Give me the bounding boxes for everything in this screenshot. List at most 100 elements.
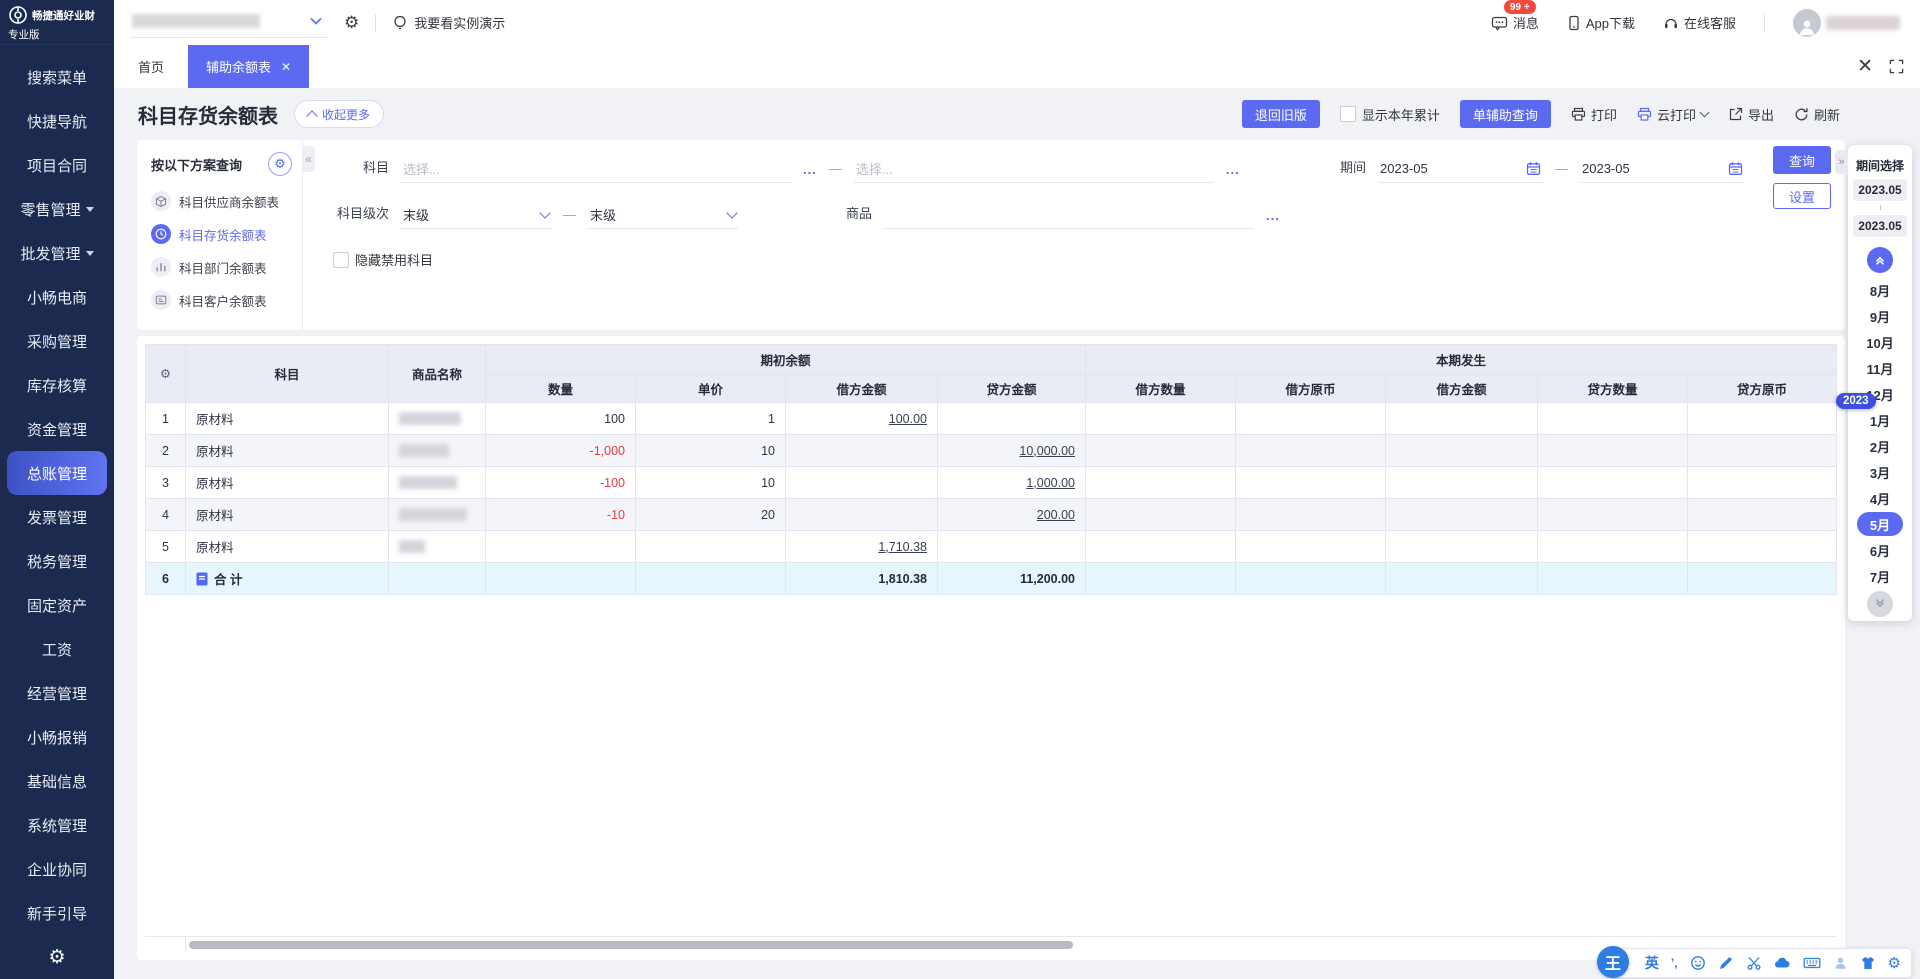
scheme-item[interactable]: 科目客户余额表 (151, 290, 302, 310)
refresh-button[interactable]: 刷新 (1794, 105, 1840, 124)
sidebar-item-label: 经营管理 (26, 685, 87, 703)
opening-debit-cell[interactable]: 100.00 (786, 403, 938, 435)
month-item[interactable]: 11月 (1866, 361, 1894, 377)
subject-from-picker-ellipsis[interactable]: ... (803, 162, 817, 177)
sidebar-item[interactable]: 小畅报销 (7, 715, 107, 759)
scissors-icon[interactable] (1746, 955, 1762, 971)
sidebar-item[interactable]: 快捷导航 (7, 99, 107, 143)
calendar-icon[interactable] (1728, 161, 1743, 176)
period-from-input[interactable]: 2023-05 (1378, 156, 1543, 183)
hide-disabled-checkbox[interactable]: 隐藏禁用科目 (333, 250, 433, 269)
period-to-input[interactable]: 2023-05 (1580, 156, 1745, 183)
sidebar-item[interactable]: 项目合同 (7, 143, 107, 187)
month-item[interactable]: 3月 (1869, 465, 1891, 481)
horizontal-scrollbar-thumb[interactable] (189, 940, 1073, 949)
subject-to-input[interactable]: 选择... (853, 156, 1214, 183)
collapse-more-button[interactable]: 收起更多 (294, 100, 385, 128)
print-button[interactable]: 打印 (1571, 105, 1617, 124)
user-account[interactable] (1793, 8, 1900, 37)
demo-link[interactable]: 我要看实例演示 (392, 13, 505, 32)
sidebar-item[interactable]: 零售管理 (7, 187, 107, 231)
online-service-label: 在线客服 (1683, 16, 1736, 31)
collapse-panel-icon[interactable]: « (302, 146, 315, 172)
period-to-badge[interactable]: 2023.05 (1853, 215, 1907, 237)
product-picker-ellipsis[interactable]: ... (1266, 208, 1280, 223)
month-item[interactable]: 7月 (1869, 569, 1891, 585)
subject-from-input[interactable]: 选择... (401, 156, 791, 183)
emoji-icon[interactable] (1690, 955, 1706, 971)
sidebar-item[interactable]: 基础信息 (7, 759, 107, 803)
sidebar-item[interactable]: 资金管理 (7, 407, 107, 451)
opening-credit-cell[interactable]: 200.00 (938, 499, 1086, 531)
sidebar-item[interactable]: 批发管理 (7, 231, 107, 275)
sidebar-item[interactable]: 工资 (7, 627, 107, 671)
scroll-months-down-button[interactable] (1867, 591, 1893, 617)
sidebar-item[interactable]: 新手引导 (7, 891, 107, 935)
query-button[interactable]: 查询 (1773, 146, 1831, 174)
month-item[interactable]: 2月 (1869, 439, 1891, 455)
expand-panel-icon[interactable]: » (1835, 150, 1848, 174)
sidebar-item-label: 固定资产 (26, 597, 87, 615)
period-from-badge[interactable]: 2023.05 (1853, 179, 1907, 201)
app-download-button[interactable]: App下载 (1567, 13, 1635, 32)
product-input[interactable] (884, 202, 1254, 229)
opening-debit-cell[interactable]: 1,710.38 (786, 531, 938, 563)
fullscreen-icon[interactable] (1889, 59, 1904, 74)
month-item[interactable]: 5月 (1857, 512, 1903, 536)
sidebar-item[interactable]: 经营管理 (7, 671, 107, 715)
settings-button[interactable]: 设置 (1773, 183, 1831, 209)
scroll-months-up-button[interactable] (1867, 247, 1893, 273)
sidebar-item[interactable]: 总账管理 (7, 451, 107, 495)
table-settings-gear-icon[interactable]: ⚙ (146, 345, 186, 403)
handwriting-pencil-icon[interactable] (1718, 955, 1734, 971)
scheme-item[interactable]: 科目存货余额表 (151, 224, 302, 244)
sidebar-item[interactable]: 固定资产 (7, 583, 107, 627)
show-ytd-checkbox[interactable]: 显示本年累计 (1339, 105, 1440, 124)
ime-lang-toggle[interactable]: 英 (1644, 955, 1659, 971)
sidebar-item[interactable]: 小畅电商 (7, 275, 107, 319)
sidebar-item[interactable]: 库存核算 (7, 363, 107, 407)
month-item[interactable]: 4月 (1869, 491, 1891, 507)
tab-home[interactable]: 首页 (114, 45, 188, 88)
calendar-icon[interactable] (1526, 161, 1541, 176)
tab-aux-balance[interactable]: 辅助余额表 ✕ (188, 45, 310, 88)
month-item[interactable]: 6月 (1869, 543, 1891, 559)
ime-logo[interactable]: 王 (1596, 946, 1629, 978)
user-icon[interactable] (1833, 955, 1848, 971)
skin-shirt-icon[interactable] (1860, 955, 1876, 971)
messages-button[interactable]: 99 + 消息 (1491, 0, 1539, 32)
cloud-print-button[interactable]: 云打印 (1637, 105, 1710, 124)
keyboard-icon[interactable] (1803, 955, 1821, 971)
tab-close-icon[interactable]: ✕ (281, 59, 292, 74)
company-selector[interactable] (130, 8, 328, 38)
single-aux-query-button[interactable]: 单辅助查询 (1459, 100, 1551, 128)
sidebar-item[interactable]: 税务管理 (7, 539, 107, 583)
back-to-old-version-button[interactable]: 退回旧版 (1241, 100, 1320, 128)
ime-punctuation-toggle[interactable]: ’, (1670, 956, 1678, 970)
opening-credit-cell[interactable]: 1,000.00 (938, 467, 1086, 499)
sidebar-item[interactable]: 系统管理 (7, 803, 107, 847)
subject-to-picker-ellipsis[interactable]: ... (1225, 162, 1240, 177)
month-item[interactable]: 10月 (1866, 335, 1894, 351)
level-from-select[interactable]: 末级 (401, 202, 551, 229)
month-item[interactable]: 1月 (1869, 413, 1891, 429)
close-icon[interactable]: ✕ (1857, 56, 1873, 77)
sidebar-item[interactable]: 企业协同 (7, 847, 107, 891)
sidebar-item[interactable]: 采购管理 (7, 319, 107, 363)
cloud-icon[interactable] (1774, 955, 1791, 971)
scheme-settings-gear-icon[interactable]: ⚙ (268, 152, 292, 176)
sidebar-settings-gear-icon[interactable]: ⚙ (48, 946, 66, 968)
export-button[interactable]: 导出 (1728, 105, 1774, 124)
month-item[interactable]: 8月 (1869, 283, 1891, 299)
page-content: 科目存货余额表 收起更多 退回旧版 显示本年累计 单辅助查询 (114, 88, 1920, 979)
opening-credit-cell[interactable]: 10,000.00 (938, 435, 1086, 467)
month-item[interactable]: 9月 (1869, 309, 1891, 325)
online-service-button[interactable]: 在线客服 (1663, 13, 1736, 32)
sidebar-item[interactable]: 发票管理 (7, 495, 107, 539)
settings-gear-icon[interactable]: ⚙ (344, 12, 360, 32)
ime-settings-gear-icon[interactable]: ⚙ (1887, 955, 1901, 972)
scheme-item[interactable]: 科目部门余额表 (151, 257, 302, 277)
level-to-select[interactable]: 末级 (588, 202, 738, 229)
scheme-item[interactable]: 科目供应商余额表 (151, 191, 302, 211)
sidebar-item[interactable]: 搜索菜单 (7, 55, 107, 99)
